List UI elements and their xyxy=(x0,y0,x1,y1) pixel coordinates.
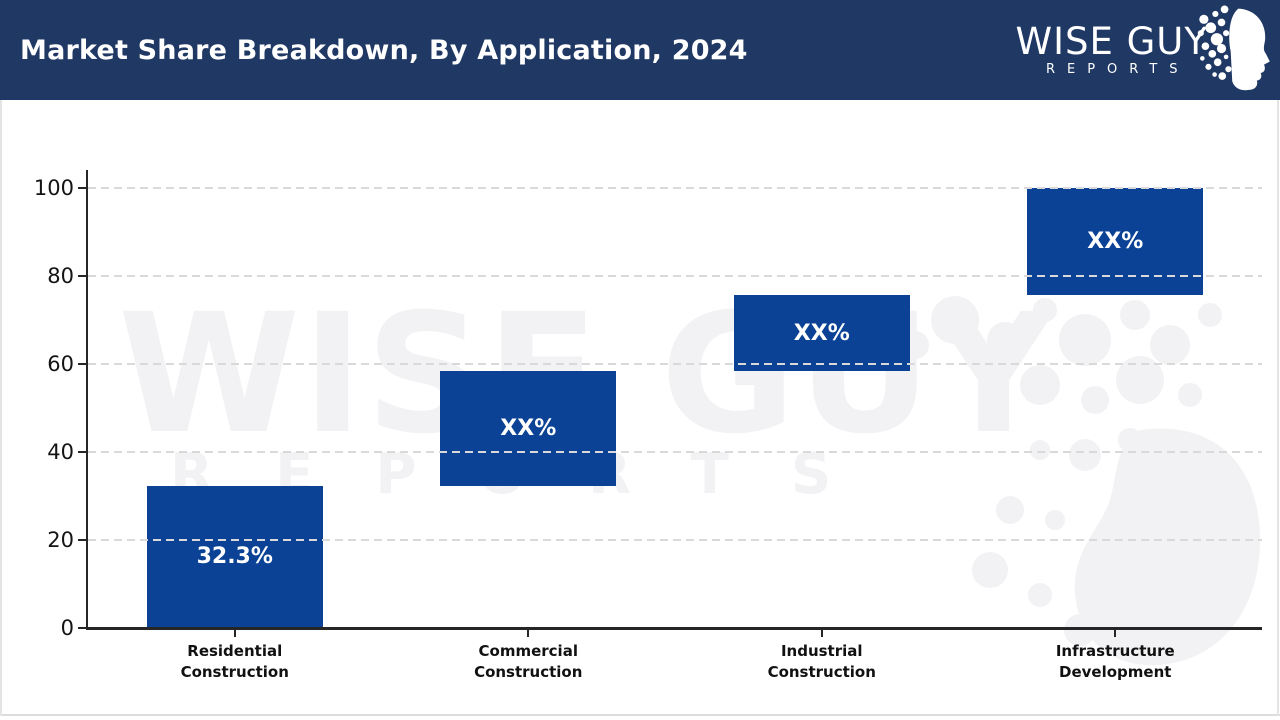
gridline xyxy=(88,363,1262,365)
y-axis-tick xyxy=(78,539,88,541)
y-tick-label: 0 xyxy=(60,616,74,640)
logo-subname: REPORTS xyxy=(1045,61,1190,77)
y-axis-tick xyxy=(78,451,88,453)
bar-industrial-construction: XX% xyxy=(733,295,910,372)
page-title: Market Share Breakdown, By Application, … xyxy=(20,34,748,66)
plot-area: 0 20 40 60 80 100 32.3% Residential Constructio… xyxy=(34,170,1262,681)
y-axis-tick xyxy=(78,363,88,365)
chart-area: WISE GUY REPORTS 02040608010032.3%Reside… xyxy=(0,100,1280,720)
y-tick-label: 20 xyxy=(47,528,74,552)
y-tick-label: 40 xyxy=(47,440,74,464)
x-category-label: Residential Construction xyxy=(180,642,289,681)
x-category-label: Commercial Construction xyxy=(474,642,583,681)
gridline xyxy=(88,539,1262,541)
y-axis-tick xyxy=(78,187,88,189)
logo-name: WISE GUY xyxy=(1015,19,1208,63)
bar-value-label: XX% xyxy=(793,320,850,346)
x-axis-tick xyxy=(527,629,530,637)
logo-face-icon xyxy=(1197,5,1270,91)
page-right-border xyxy=(1277,100,1279,716)
y-axis-line xyxy=(86,170,88,630)
y-tick-label: 100 xyxy=(33,176,74,200)
gridline xyxy=(88,451,1262,453)
header: Market Share Breakdown, By Application, … xyxy=(0,0,1280,100)
x-category-label: Industrial Construction xyxy=(767,642,876,681)
y-tick-label: 80 xyxy=(47,264,74,288)
y-tick-label: 60 xyxy=(47,352,74,376)
x-category-label: Infrastructure Development xyxy=(1055,642,1175,681)
bar-value-label: 32.3% xyxy=(196,544,273,570)
logo-text: WISE GUY REPORTS xyxy=(1015,19,1208,77)
x-axis-tick xyxy=(820,629,823,637)
bar-residential-construction: 32.3% xyxy=(146,485,323,628)
bar-value-label: XX% xyxy=(500,415,557,441)
page-left-border xyxy=(0,100,2,716)
page-bottom-border xyxy=(0,714,1280,716)
wiseguy-logo: WISE GUY REPORTS xyxy=(1016,0,1272,100)
x-axis-line xyxy=(86,627,1262,630)
bar-infrastructure-development: XX% xyxy=(1027,188,1204,296)
gridline xyxy=(88,275,1262,277)
bar-commercial-construction: XX% xyxy=(440,371,617,486)
y-axis-tick xyxy=(78,275,88,277)
gridline xyxy=(88,187,1262,189)
x-axis-tick xyxy=(233,629,236,637)
x-axis-tick xyxy=(1114,629,1117,637)
y-axis-tick xyxy=(78,627,88,629)
bar-value-label: XX% xyxy=(1087,229,1144,255)
